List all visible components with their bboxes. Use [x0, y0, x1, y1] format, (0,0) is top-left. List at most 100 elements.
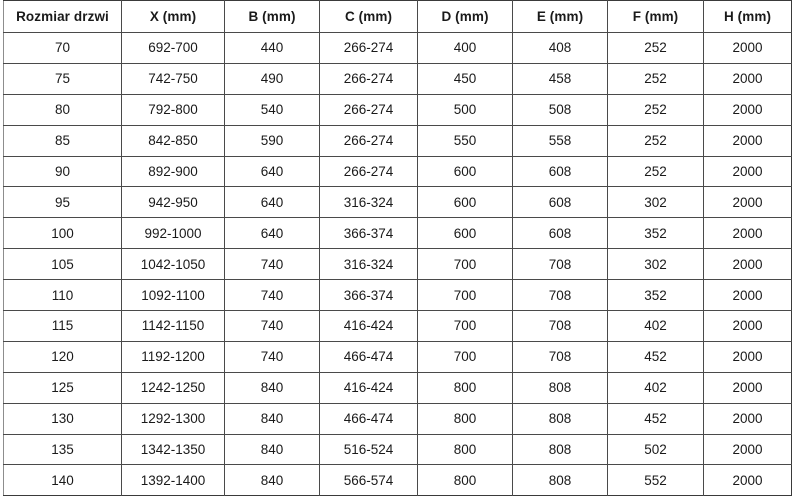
table-row: 120 1192-1200 740 466-474 700 708 452 20…: [3, 341, 792, 373]
cell-f: 252: [607, 156, 704, 188]
cell-x: 1042-1050: [121, 248, 225, 281]
column-header-rozmiar-drzwi: Rozmiar drzwi: [3, 0, 122, 33]
cell-e: 708: [512, 341, 608, 373]
cell-x: 1192-1200: [121, 341, 225, 373]
cell-d: 800: [417, 372, 513, 404]
table-row: 70 692-700 440 266-274 400 408 252 2000: [3, 32, 792, 64]
cell-b: 540: [224, 94, 320, 126]
cell-h: 2000: [703, 372, 792, 404]
cell-rozmiar-drzwi: 70: [3, 32, 122, 64]
cell-h: 2000: [703, 32, 792, 64]
cell-d: 800: [417, 403, 513, 435]
cell-b: 740: [224, 341, 320, 373]
cell-h: 2000: [703, 94, 792, 126]
cell-rozmiar-drzwi: 105: [3, 248, 122, 281]
cell-b: 640: [224, 156, 320, 188]
cell-rozmiar-drzwi: 130: [3, 403, 122, 435]
cell-f: 552: [607, 464, 704, 496]
cell-x: 1242-1250: [121, 372, 225, 404]
table-body: 70 692-700 440 266-274 400 408 252 2000 …: [3, 32, 792, 496]
cell-b: 840: [224, 403, 320, 435]
cell-b: 440: [224, 32, 320, 64]
cell-x: 742-750: [121, 63, 225, 95]
cell-c: 416-424: [319, 372, 418, 404]
cell-c: 266-274: [319, 156, 418, 188]
cell-rozmiar-drzwi: 95: [3, 186, 122, 219]
cell-e: 808: [512, 372, 608, 404]
column-header-x: X (mm): [121, 0, 225, 33]
cell-c: 516-524: [319, 434, 418, 466]
cell-b: 740: [224, 248, 320, 281]
cell-h: 2000: [703, 217, 792, 250]
cell-rozmiar-drzwi: 125: [3, 372, 122, 404]
cell-d: 450: [417, 63, 513, 95]
cell-b: 490: [224, 63, 320, 95]
cell-d: 600: [417, 217, 513, 250]
cell-f: 302: [607, 248, 704, 281]
cell-h: 2000: [703, 248, 792, 281]
cell-e: 808: [512, 403, 608, 435]
cell-rozmiar-drzwi: 75: [3, 63, 122, 95]
table-row: 100 992-1000 640 366-374 600 608 352 200…: [3, 217, 792, 250]
table-row: 75 742-750 490 266-274 450 458 252 2000: [3, 63, 792, 95]
cell-f: 302: [607, 186, 704, 219]
cell-b: 840: [224, 434, 320, 466]
table-row: 95 942-950 640 316-324 600 608 302 2000: [3, 186, 792, 219]
cell-f: 352: [607, 279, 704, 312]
cell-x: 842-850: [121, 125, 225, 157]
cell-d: 700: [417, 341, 513, 373]
cell-x: 1392-1400: [121, 464, 225, 496]
cell-b: 840: [224, 372, 320, 404]
specification-table-container: Rozmiar drzwi X (mm) B (mm) C (mm) D (mm…: [3, 0, 792, 496]
cell-f: 452: [607, 403, 704, 435]
cell-b: 590: [224, 125, 320, 157]
cell-b: 840: [224, 464, 320, 496]
cell-b: 740: [224, 279, 320, 312]
table-row: 140 1392-1400 840 566-574 800 808 552 20…: [3, 464, 792, 496]
cell-x: 942-950: [121, 186, 225, 219]
cell-e: 608: [512, 156, 608, 188]
table-row: 85 842-850 590 266-274 550 558 252 2000: [3, 125, 792, 157]
cell-rozmiar-drzwi: 110: [3, 279, 122, 312]
cell-c: 266-274: [319, 125, 418, 157]
cell-rozmiar-drzwi: 135: [3, 434, 122, 466]
cell-f: 252: [607, 125, 704, 157]
cell-c: 416-424: [319, 310, 418, 342]
cell-c: 316-324: [319, 248, 418, 281]
cell-e: 708: [512, 279, 608, 312]
cell-f: 402: [607, 372, 704, 404]
cell-h: 2000: [703, 434, 792, 466]
table-row: 130 1292-1300 840 466-474 800 808 452 20…: [3, 403, 792, 435]
cell-c: 566-574: [319, 464, 418, 496]
cell-x: 992-1000: [121, 217, 225, 250]
cell-rozmiar-drzwi: 90: [3, 156, 122, 188]
cell-x: 1142-1150: [121, 310, 225, 342]
cell-e: 608: [512, 217, 608, 250]
cell-d: 550: [417, 125, 513, 157]
cell-f: 402: [607, 310, 704, 342]
cell-b: 640: [224, 186, 320, 219]
cell-d: 500: [417, 94, 513, 126]
cell-e: 508: [512, 94, 608, 126]
cell-h: 2000: [703, 279, 792, 312]
cell-d: 700: [417, 248, 513, 281]
table-row: 90 892-900 640 266-274 600 608 252 2000: [3, 156, 792, 188]
cell-f: 252: [607, 63, 704, 95]
cell-h: 2000: [703, 186, 792, 219]
cell-c: 366-374: [319, 217, 418, 250]
cell-rozmiar-drzwi: 120: [3, 341, 122, 373]
cell-c: 266-274: [319, 94, 418, 126]
cell-rozmiar-drzwi: 100: [3, 217, 122, 250]
table-header-row: Rozmiar drzwi X (mm) B (mm) C (mm) D (mm…: [3, 0, 792, 33]
column-header-c: C (mm): [319, 0, 418, 33]
table-row: 125 1242-1250 840 416-424 800 808 402 20…: [3, 372, 792, 404]
cell-e: 708: [512, 310, 608, 342]
cell-e: 608: [512, 186, 608, 219]
cell-rozmiar-drzwi: 140: [3, 464, 122, 496]
cell-h: 2000: [703, 125, 792, 157]
cell-e: 558: [512, 125, 608, 157]
cell-h: 2000: [703, 310, 792, 342]
cell-rozmiar-drzwi: 85: [3, 125, 122, 157]
cell-f: 452: [607, 341, 704, 373]
cell-e: 408: [512, 32, 608, 64]
